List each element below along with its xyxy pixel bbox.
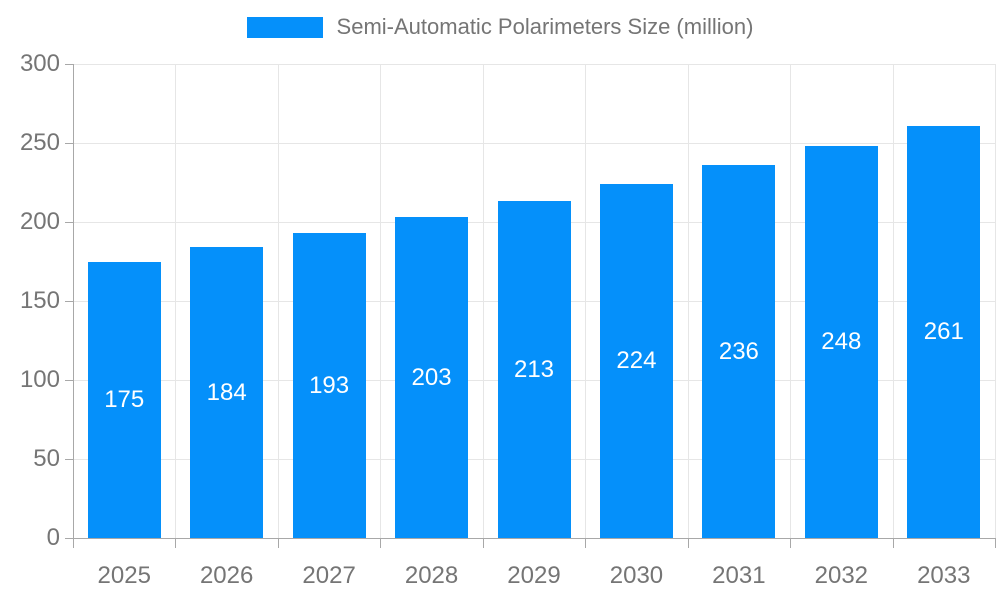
- y-axis-tick: [65, 301, 73, 302]
- bar-value-label: 184: [206, 378, 247, 406]
- bar-value-label: 203: [411, 363, 452, 391]
- y-axis-tick: [65, 64, 73, 65]
- x-axis-label: 2025: [97, 562, 151, 589]
- v-gridline: [687, 64, 689, 538]
- v-gridline: [380, 64, 382, 538]
- y-axis-label: 100: [19, 366, 60, 393]
- x-axis-tick: [585, 538, 587, 548]
- x-axis-tick: [995, 538, 996, 548]
- y-axis-label: 0: [46, 524, 60, 551]
- bar: [395, 217, 469, 538]
- y-axis-tick: [65, 380, 73, 381]
- y-axis-label: 50: [33, 445, 60, 472]
- x-axis-label: 2029: [507, 562, 561, 589]
- x-axis-label: 2033: [917, 562, 971, 589]
- bar-value-label: 236: [718, 337, 759, 365]
- x-axis-label: 2028: [404, 562, 459, 589]
- x-axis-tick: [380, 538, 382, 548]
- y-axis-tick: [65, 459, 73, 460]
- x-axis-label: 2027: [302, 562, 356, 589]
- y-axis-label: 150: [19, 287, 60, 314]
- bar-value-label: 213: [513, 355, 555, 383]
- bar-value-label: 261: [923, 317, 964, 345]
- x-axis-label: 2026: [199, 562, 254, 589]
- bar-value-label: 248: [821, 328, 862, 356]
- y-axis-label: 300: [19, 50, 60, 77]
- bar: [190, 247, 264, 538]
- v-gridline: [892, 64, 894, 538]
- bar: [292, 233, 366, 538]
- bar: [907, 125, 981, 538]
- x-axis-label: 2031: [712, 562, 766, 589]
- legend-swatch: [246, 16, 323, 38]
- bar-value-label: 175: [104, 385, 145, 413]
- y-axis-label: 200: [19, 208, 60, 235]
- bar: [804, 146, 878, 538]
- x-axis-line: [65, 538, 995, 539]
- bar: [497, 201, 571, 538]
- h-gridline: [73, 143, 995, 144]
- x-axis-tick: [277, 538, 279, 548]
- bar: [599, 184, 673, 538]
- x-axis-tick: [892, 538, 894, 548]
- legend: Semi-Automatic Polarimeters Size (millio…: [0, 14, 1000, 40]
- x-axis-tick: [482, 538, 484, 548]
- v-gridline: [995, 64, 996, 538]
- bar-value-label: 224: [616, 347, 657, 375]
- bar: [702, 165, 776, 538]
- x-axis-tick: [687, 538, 689, 548]
- y-axis-tick: [65, 222, 73, 223]
- h-gridline: [73, 64, 995, 65]
- v-gridline: [585, 64, 587, 538]
- legend-label: Semi-Automatic Polarimeters Size (millio…: [336, 14, 754, 39]
- x-axis-tick: [790, 538, 792, 548]
- x-axis-tick: [175, 538, 177, 548]
- x-axis-label: 2032: [814, 562, 869, 589]
- y-axis-tick: [65, 143, 73, 144]
- bar: [87, 261, 161, 538]
- v-gridline: [175, 64, 177, 538]
- v-gridline: [790, 64, 792, 538]
- y-axis-label: 250: [19, 129, 60, 156]
- bar-value-label: 193: [309, 371, 350, 399]
- y-axis-line: [73, 64, 74, 548]
- v-gridline: [482, 64, 484, 538]
- v-gridline: [277, 64, 279, 538]
- x-axis-label: 2030: [609, 562, 664, 589]
